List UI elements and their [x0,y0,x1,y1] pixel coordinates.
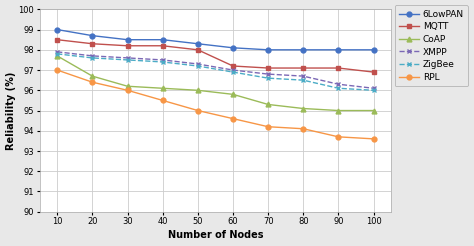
Line: ZigBee: ZigBee [55,51,376,93]
Line: CoAP: CoAP [55,53,376,113]
Line: MQTT: MQTT [55,37,376,75]
CoAP [55,54,60,57]
MQTT [160,44,165,47]
XMPP [90,54,95,57]
Legend: 6LowPAN, MQTT, CoAP, XMPP, ZigBee, RPL: 6LowPAN, MQTT, CoAP, XMPP, ZigBee, RPL [395,5,468,86]
CoAP [195,89,201,92]
ZigBee [55,52,60,55]
RPL [265,125,271,128]
X-axis label: Number of Nodes: Number of Nodes [168,231,263,240]
RPL [371,137,376,140]
MQTT [230,64,236,67]
XMPP [265,73,271,76]
RPL [160,99,165,102]
6LowPAN [336,48,341,51]
Y-axis label: Reliability (%): Reliability (%) [6,71,16,150]
XMPP [336,83,341,86]
XMPP [195,62,201,65]
6LowPAN [125,38,130,41]
ZigBee [90,56,95,59]
CoAP [160,87,165,90]
MQTT [371,71,376,74]
RPL [90,81,95,84]
MQTT [265,67,271,70]
CoAP [90,75,95,77]
ZigBee [230,71,236,74]
MQTT [301,67,306,70]
ZigBee [336,87,341,90]
ZigBee [125,59,130,62]
MQTT [125,44,130,47]
6LowPAN [55,28,60,31]
CoAP [125,85,130,88]
RPL [195,109,201,112]
CoAP [336,109,341,112]
6LowPAN [90,34,95,37]
ZigBee [371,89,376,92]
6LowPAN [371,48,376,51]
RPL [230,117,236,120]
6LowPAN [195,42,201,45]
XMPP [125,56,130,59]
RPL [125,89,130,92]
ZigBee [301,79,306,82]
6LowPAN [230,46,236,49]
XMPP [230,69,236,72]
CoAP [230,93,236,96]
MQTT [195,48,201,51]
RPL [336,135,341,138]
RPL [301,127,306,130]
Line: RPL: RPL [55,68,376,141]
ZigBee [195,64,201,67]
CoAP [265,103,271,106]
Line: XMPP: XMPP [55,49,376,91]
XMPP [371,87,376,90]
6LowPAN [160,38,165,41]
RPL [55,69,60,72]
ZigBee [265,77,271,80]
MQTT [90,42,95,45]
MQTT [55,38,60,41]
XMPP [55,50,60,53]
ZigBee [160,61,165,63]
XMPP [160,59,165,62]
6LowPAN [301,48,306,51]
Line: 6LowPAN: 6LowPAN [55,27,376,52]
XMPP [301,75,306,77]
MQTT [336,67,341,70]
CoAP [301,107,306,110]
CoAP [371,109,376,112]
6LowPAN [265,48,271,51]
